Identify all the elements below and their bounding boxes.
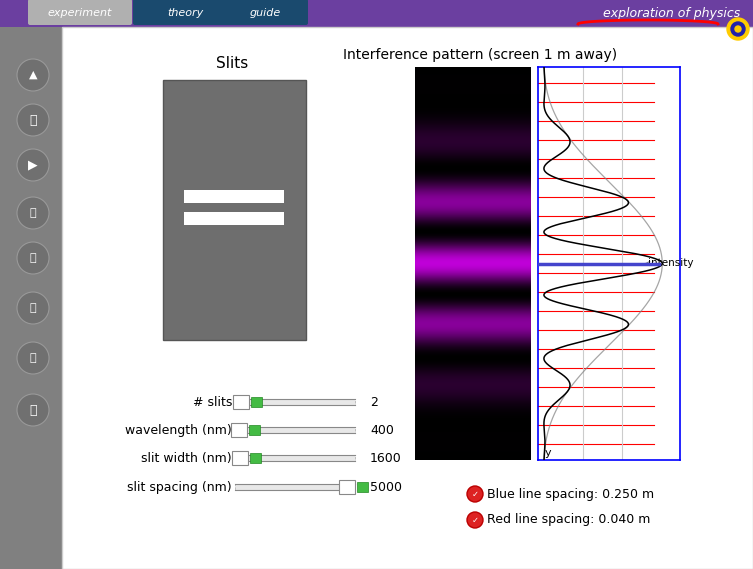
Circle shape (467, 486, 483, 502)
Bar (339, 480, 355, 494)
Text: 5000: 5000 (370, 480, 402, 493)
Bar (250, 453, 261, 463)
Circle shape (17, 104, 49, 136)
Circle shape (735, 26, 741, 32)
Bar (232, 451, 248, 465)
Text: Red line spacing: 0.040 m: Red line spacing: 0.040 m (487, 513, 651, 526)
Text: exploration of physics: exploration of physics (603, 6, 741, 19)
Bar (235, 427, 355, 433)
Text: Blue line spacing: 0.250 m: Blue line spacing: 0.250 m (487, 488, 654, 501)
Text: 🔊: 🔊 (29, 353, 36, 363)
Circle shape (17, 242, 49, 274)
Text: ⏸: ⏸ (29, 208, 36, 218)
Bar (235, 399, 355, 405)
Text: ▶: ▶ (28, 159, 38, 171)
FancyBboxPatch shape (222, 0, 308, 25)
Circle shape (467, 512, 483, 528)
Text: theory: theory (167, 8, 203, 18)
Bar (233, 395, 249, 409)
Circle shape (731, 22, 745, 36)
Bar (163, 80, 306, 340)
Text: 1600: 1600 (370, 451, 402, 464)
Bar (357, 482, 367, 492)
Text: ▲: ▲ (29, 70, 37, 80)
Circle shape (727, 18, 749, 40)
Bar (235, 484, 355, 490)
Circle shape (17, 342, 49, 374)
Text: 📋: 📋 (29, 303, 36, 313)
Bar (251, 397, 262, 407)
Text: intensity: intensity (645, 258, 694, 269)
Bar (184, 212, 285, 225)
Text: 400: 400 (370, 423, 394, 436)
Text: experiment: experiment (47, 8, 112, 18)
Text: ✓: ✓ (471, 516, 478, 525)
Text: 2: 2 (370, 395, 378, 409)
Circle shape (17, 394, 49, 426)
FancyBboxPatch shape (133, 0, 237, 25)
Text: slit width (nm): slit width (nm) (142, 451, 232, 464)
Bar (0, 27, 62, 569)
Text: ⏹: ⏹ (29, 253, 36, 263)
Text: ✓: ✓ (471, 489, 478, 498)
Circle shape (17, 292, 49, 324)
Text: guide: guide (249, 8, 281, 18)
Text: 🤚: 🤚 (29, 403, 37, 417)
Circle shape (17, 197, 49, 229)
Text: # slits: # slits (193, 395, 232, 409)
FancyBboxPatch shape (28, 0, 132, 25)
Bar (248, 425, 260, 435)
Text: ⏮: ⏮ (29, 113, 37, 126)
Text: y: y (545, 448, 552, 458)
Bar (235, 455, 355, 461)
Text: wavelength (nm): wavelength (nm) (125, 423, 232, 436)
Bar (230, 423, 246, 437)
Text: slit spacing (nm): slit spacing (nm) (127, 480, 232, 493)
Bar (184, 190, 285, 203)
Text: Interference pattern (screen 1 m away): Interference pattern (screen 1 m away) (343, 48, 617, 62)
Circle shape (17, 59, 49, 91)
Text: Slits: Slits (216, 56, 248, 71)
Circle shape (17, 149, 49, 181)
